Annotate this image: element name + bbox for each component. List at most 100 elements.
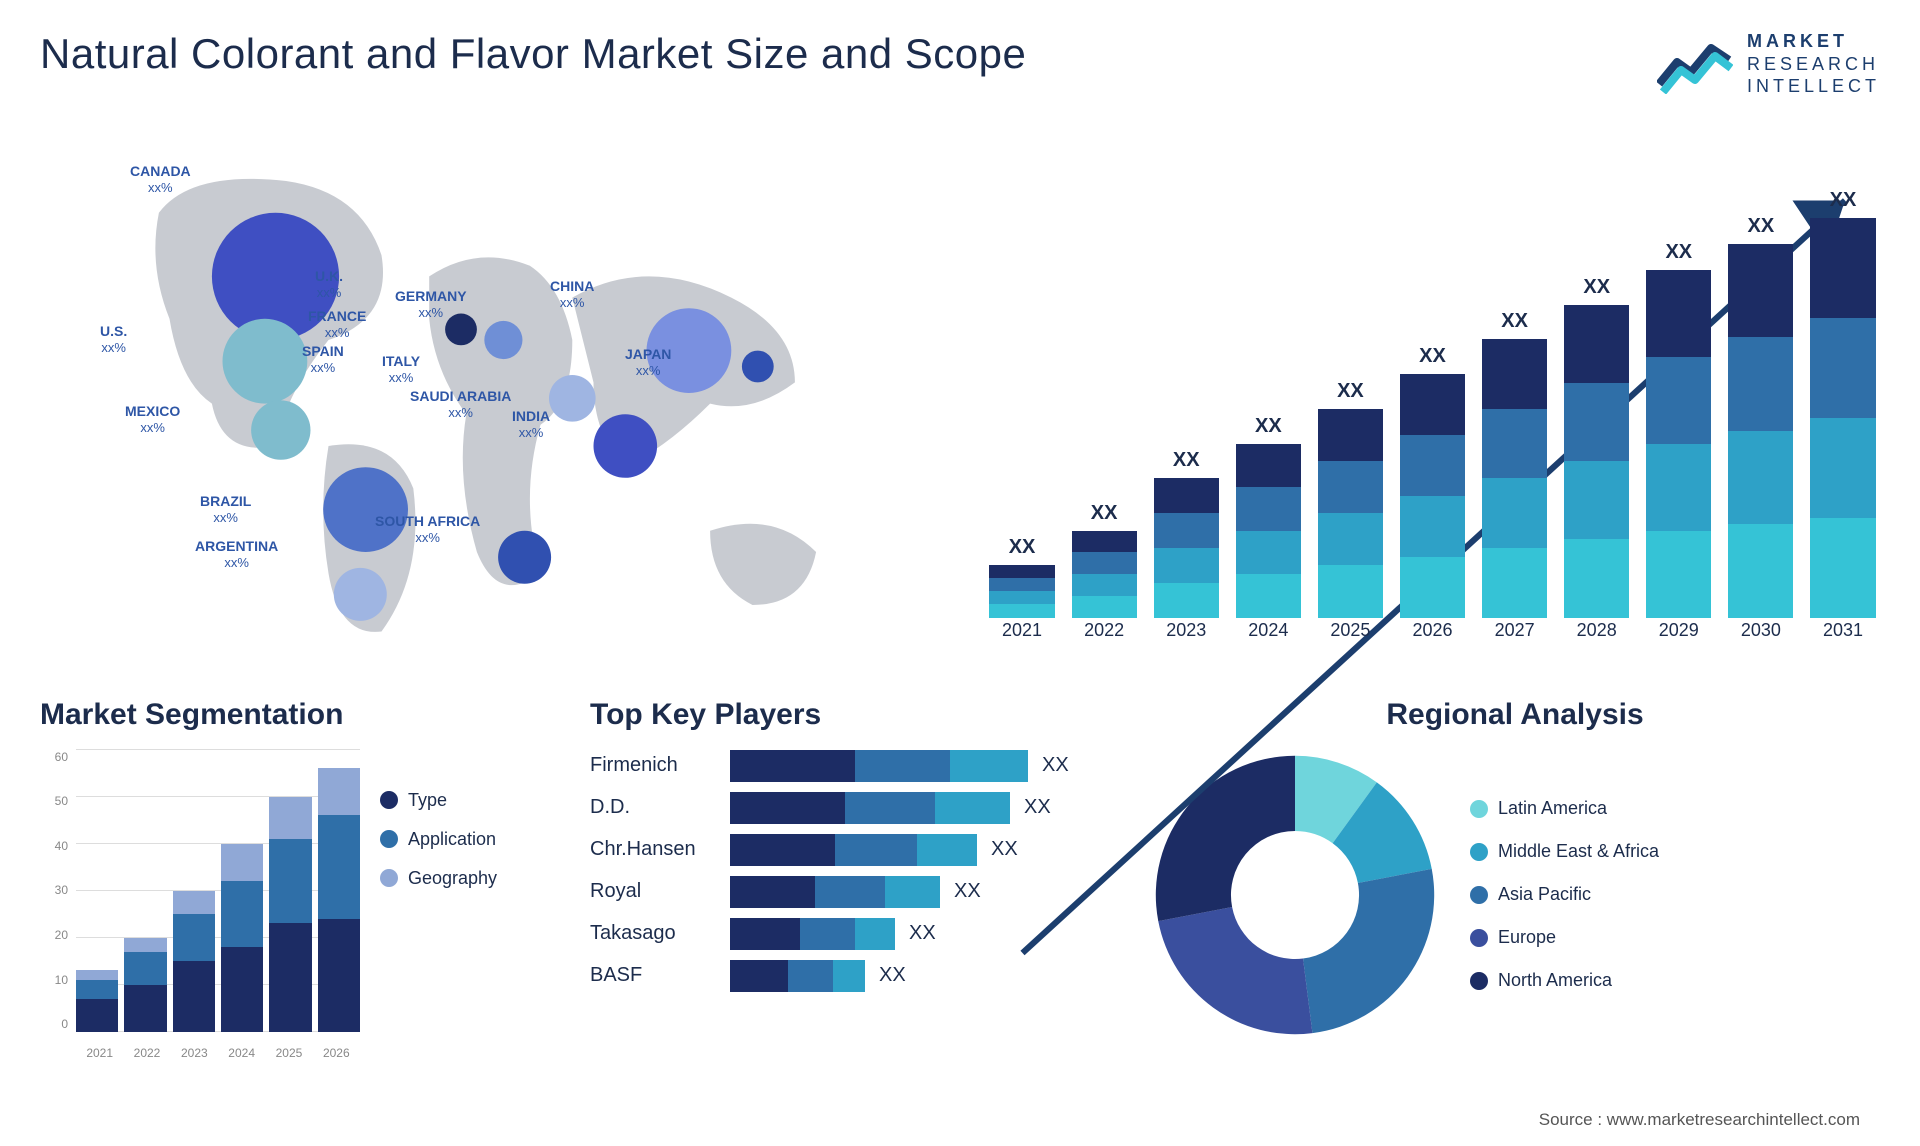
- growth-axis-year: 2029: [1642, 620, 1716, 658]
- map-highlight: [484, 320, 522, 358]
- source-attribution: Source : www.marketresearchintellect.com: [1539, 1110, 1860, 1130]
- growth-axis-year: 2027: [1478, 620, 1552, 658]
- player-name: Chr.Hansen: [590, 838, 730, 861]
- growth-bar: XX: [1478, 310, 1552, 617]
- legend-label: Latin America: [1498, 798, 1607, 819]
- growth-axis-year: 2026: [1395, 620, 1469, 658]
- legend-item: North America: [1470, 970, 1659, 991]
- segmentation-bar: [221, 844, 263, 1032]
- segmentation-panel: Market Segmentation 0102030405060 202120…: [40, 698, 560, 1118]
- segmentation-bar: [76, 970, 118, 1031]
- growth-bar: XX: [1313, 380, 1387, 618]
- growth-bar: XX: [1395, 345, 1469, 617]
- growth-axis-year: 2022: [1067, 620, 1141, 658]
- map-highlight: [498, 530, 551, 583]
- growth-bar-value: XX: [1173, 449, 1200, 472]
- logo-mark-icon: [1657, 34, 1733, 94]
- legend-label: Middle East & Africa: [1498, 841, 1659, 862]
- player-value: XX: [991, 838, 1018, 861]
- growth-bar-value: XX: [1337, 380, 1364, 403]
- brand-logo: MARKET RESEARCH INTELLECT: [1657, 30, 1880, 98]
- growth-bar-value: XX: [1665, 241, 1692, 264]
- donut-segment: [1158, 906, 1312, 1033]
- map-country-label: SAUDI ARABIAxx%: [410, 388, 511, 422]
- logo-text-2: RESEARCH: [1747, 53, 1880, 76]
- legend-item: Geography: [380, 868, 497, 889]
- map-country-label: U.K.xx%: [315, 268, 343, 302]
- player-value: XX: [1024, 796, 1051, 819]
- legend-swatch-icon: [1470, 800, 1488, 818]
- regional-donut: [1150, 750, 1440, 1040]
- legend-item: Middle East & Africa: [1470, 841, 1659, 862]
- growth-axis-year: 2021: [985, 620, 1059, 658]
- legend-item: Asia Pacific: [1470, 884, 1659, 905]
- map-highlight: [223, 318, 308, 403]
- growth-bar-value: XX: [1830, 189, 1857, 212]
- player-value: XX: [1042, 754, 1069, 777]
- growth-bar-value: XX: [1255, 415, 1282, 438]
- map-country-label: INDIAxx%: [512, 408, 550, 442]
- growth-bar-value: XX: [1583, 276, 1610, 299]
- growth-bar: XX: [1642, 241, 1716, 618]
- player-name: D.D.: [590, 796, 730, 819]
- legend-swatch-icon: [380, 791, 398, 809]
- map-highlight: [742, 350, 774, 382]
- growth-axis-year: 2025: [1313, 620, 1387, 658]
- growth-bar-value: XX: [1748, 215, 1775, 238]
- legend-item: Europe: [1470, 927, 1659, 948]
- map-country-label: FRANCExx%: [308, 308, 366, 342]
- legend-item: Application: [380, 829, 497, 850]
- players-title: Top Key Players: [590, 698, 1120, 732]
- player-value: XX: [954, 880, 981, 903]
- growth-bar: XX: [1231, 415, 1305, 618]
- regional-title: Regional Analysis: [1150, 698, 1880, 732]
- player-name: Royal: [590, 880, 730, 903]
- legend-item: Latin America: [1470, 798, 1659, 819]
- legend-swatch-icon: [380, 869, 398, 887]
- regional-panel: Regional Analysis Latin America Middle Ea…: [1150, 698, 1880, 1118]
- growth-bar-value: XX: [1009, 536, 1036, 559]
- legend-swatch-icon: [1470, 843, 1488, 861]
- growth-axis-year: 2024: [1231, 620, 1305, 658]
- world-map: CANADAxx%U.S.xx%MEXICOxx%BRAZILxx%ARGENT…: [40, 128, 935, 658]
- legend-item: Type: [380, 790, 497, 811]
- segmentation-title: Market Segmentation: [40, 698, 560, 732]
- map-country-label: CHINAxx%: [550, 278, 594, 312]
- donut-segment: [1156, 755, 1295, 920]
- player-row: Firmenich XX: [590, 750, 1120, 782]
- legend-swatch-icon: [1470, 972, 1488, 990]
- growth-bar: XX: [1067, 502, 1141, 618]
- growth-bar-value: XX: [1419, 345, 1446, 368]
- segmentation-legend: Type Application Geography: [380, 750, 497, 1060]
- player-row: Royal XX: [590, 876, 1120, 908]
- map-highlight: [251, 400, 310, 459]
- player-row: Chr.Hansen XX: [590, 834, 1120, 866]
- map-country-label: ITALYxx%: [382, 353, 420, 387]
- growth-bar: XX: [1560, 276, 1634, 618]
- player-value: XX: [879, 964, 906, 987]
- player-name: Firmenich: [590, 754, 730, 777]
- legend-label: Geography: [408, 868, 497, 889]
- segmentation-bar: [124, 938, 166, 1032]
- legend-swatch-icon: [1470, 929, 1488, 947]
- growth-bar-value: XX: [1501, 310, 1528, 333]
- map-country-label: SOUTH AFRICAxx%: [375, 513, 480, 547]
- map-country-label: U.S.xx%: [100, 323, 127, 357]
- player-row: D.D. XX: [590, 792, 1120, 824]
- growth-axis-year: 2030: [1724, 620, 1798, 658]
- growth-chart: XXXXXXXXXXXXXXXXXXXXXX 20212022202320242…: [985, 128, 1880, 658]
- logo-text-3: INTELLECT: [1747, 75, 1880, 98]
- legend-label: Asia Pacific: [1498, 884, 1591, 905]
- player-row: TakasagoXX: [590, 918, 1120, 950]
- legend-swatch-icon: [1470, 886, 1488, 904]
- player-name: BASF: [590, 964, 730, 987]
- player-name: Takasago: [590, 922, 730, 945]
- map-country-label: JAPANxx%: [625, 346, 671, 380]
- map-country-label: CANADAxx%: [130, 163, 191, 197]
- legend-label: Europe: [1498, 927, 1556, 948]
- growth-bar: XX: [1724, 215, 1798, 618]
- growth-bar: XX: [985, 536, 1059, 617]
- legend-swatch-icon: [380, 830, 398, 848]
- segmentation-bar: [269, 797, 311, 1032]
- segmentation-bar: [173, 891, 215, 1032]
